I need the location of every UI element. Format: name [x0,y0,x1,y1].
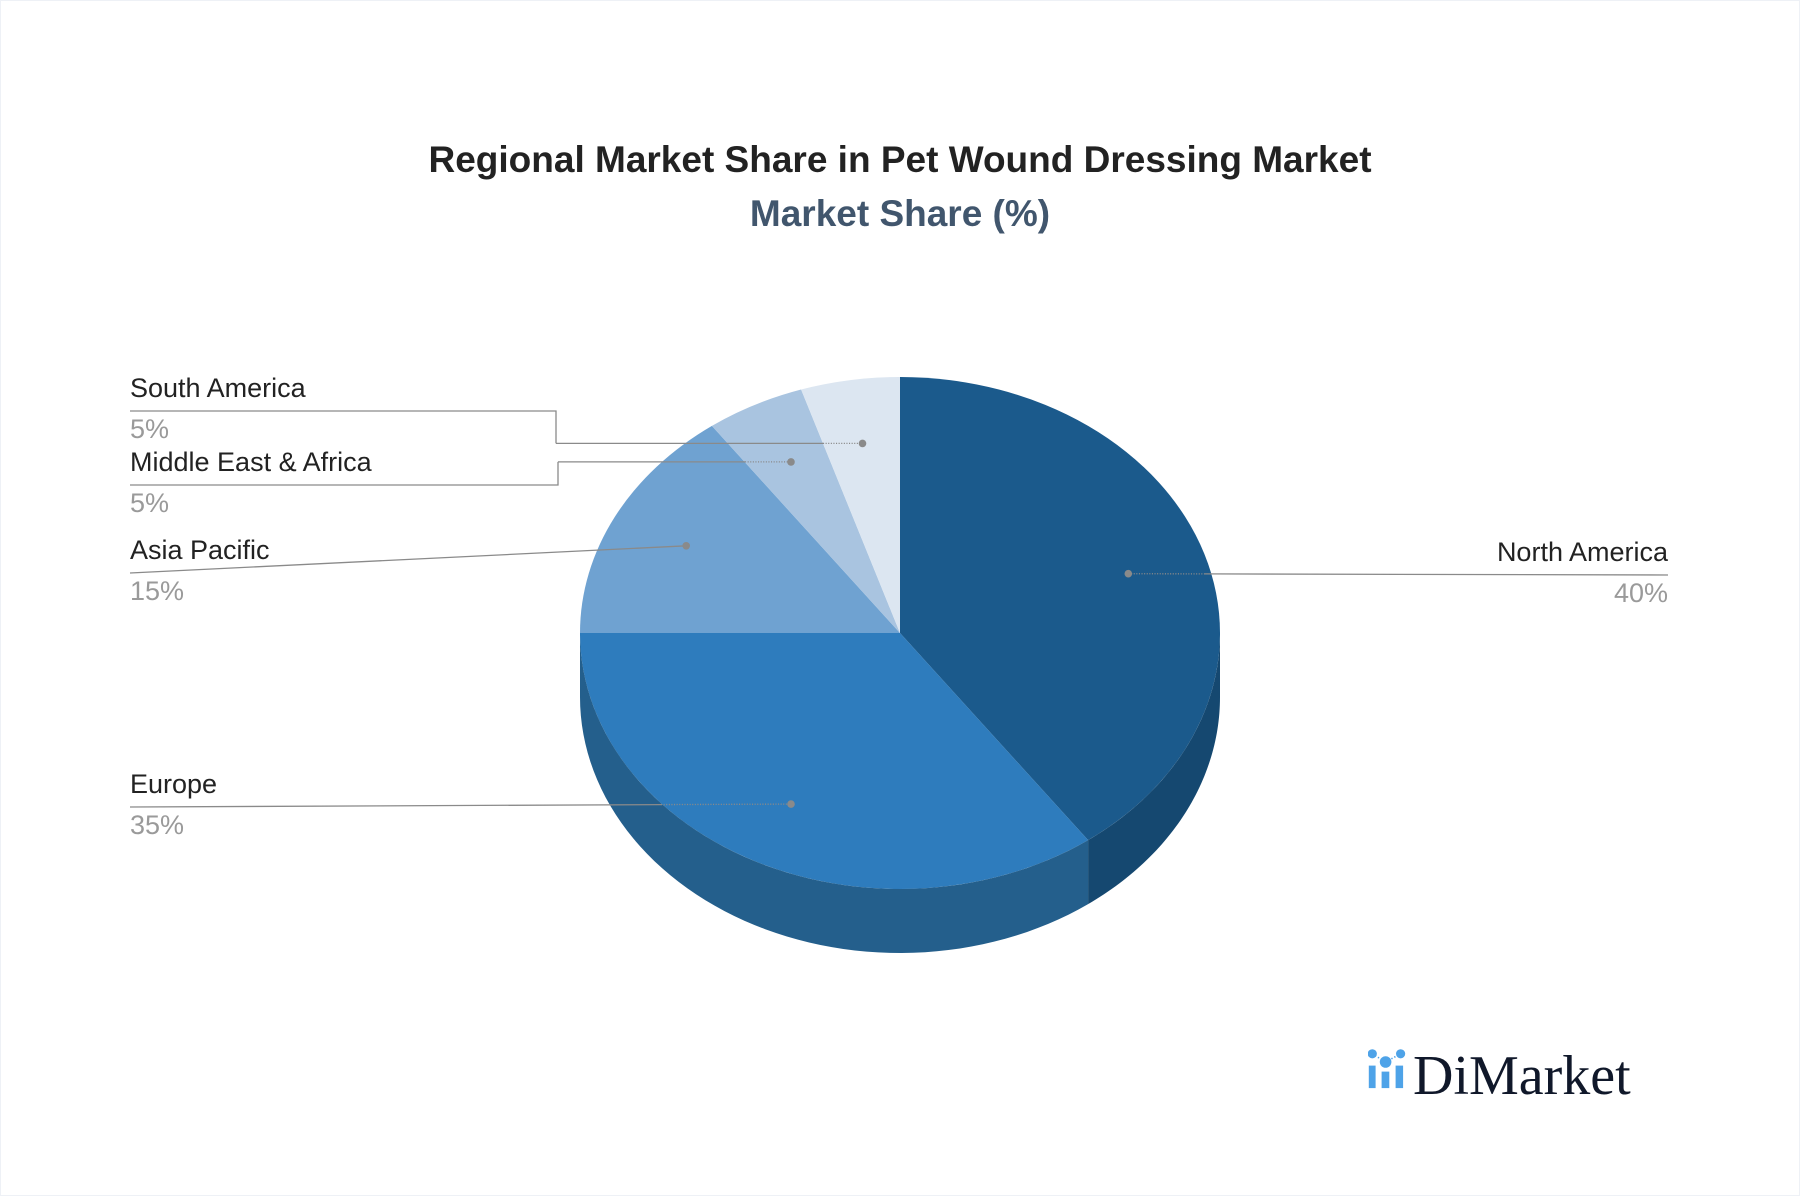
svg-text:DiMarket: DiMarket [1413,1045,1631,1107]
